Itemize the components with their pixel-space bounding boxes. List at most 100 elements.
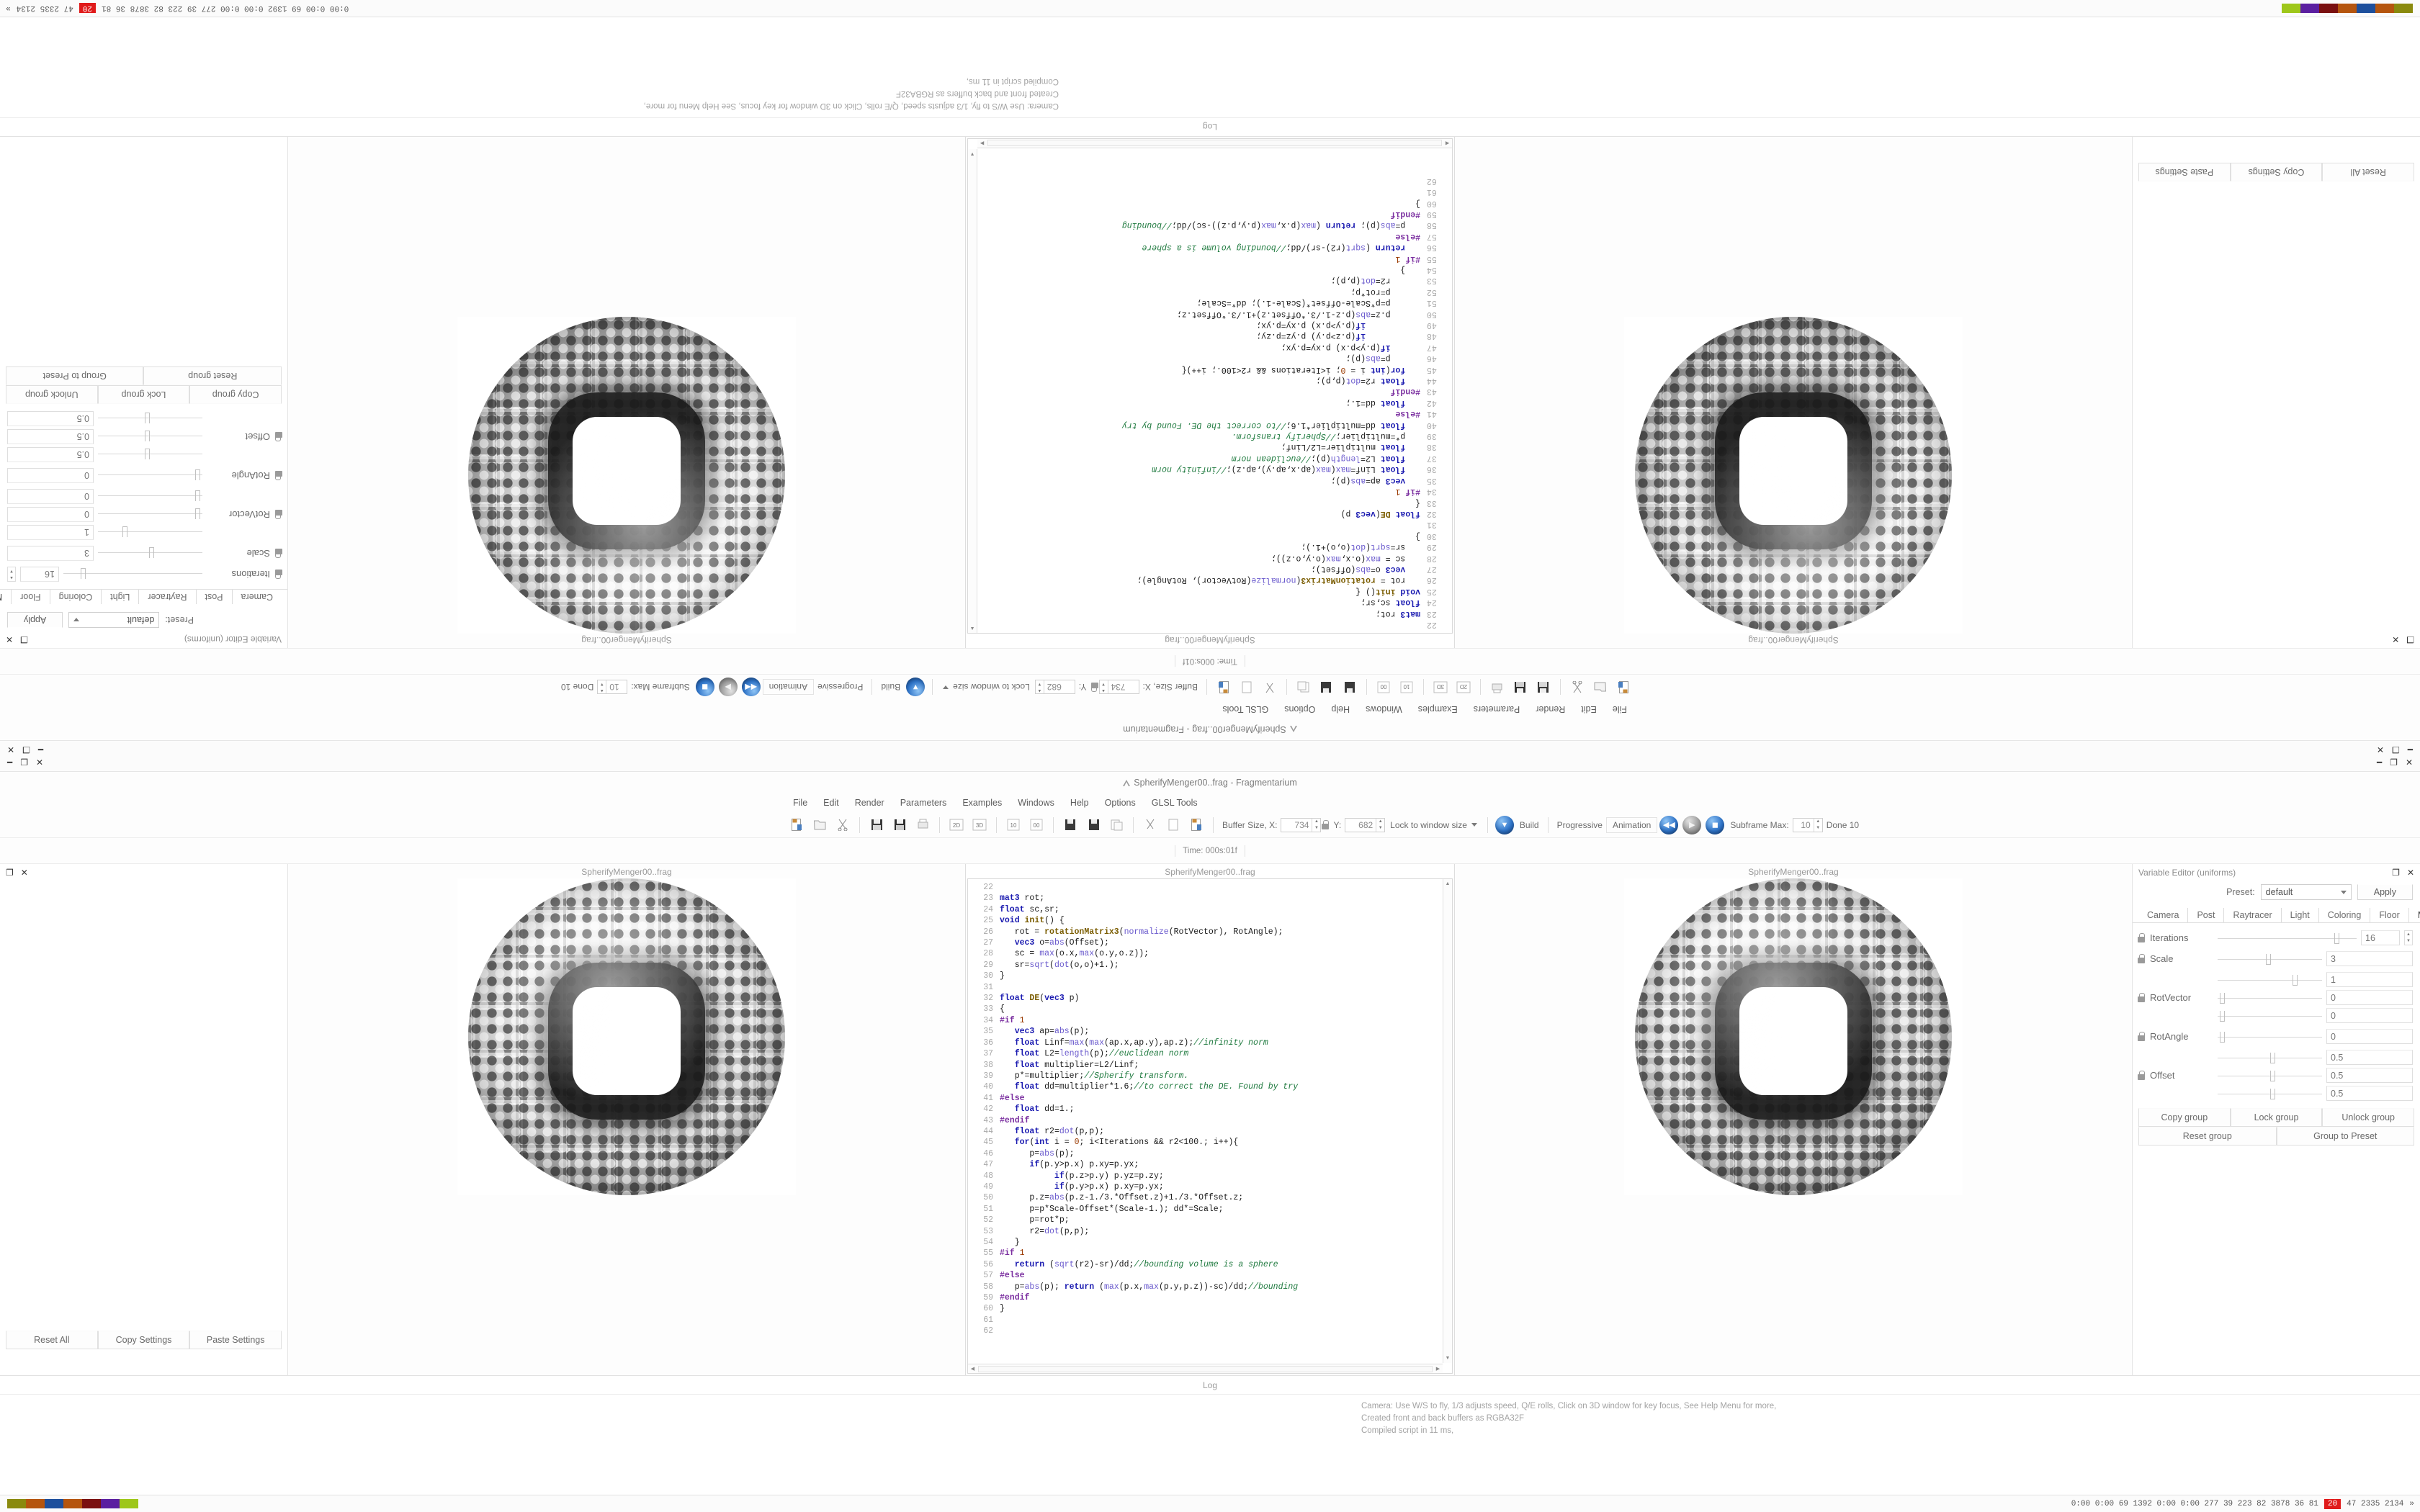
editor-tab-label[interactable]: SpherifyMenger00..frag — [1165, 867, 1255, 877]
uniform-slider[interactable] — [2218, 1009, 2322, 1022]
tab-camera[interactable]: Camera — [2138, 908, 2189, 922]
menu-item-glsl-tools[interactable]: GLSL Tools — [1151, 798, 1198, 808]
menu-item-options[interactable]: Options — [1104, 798, 1136, 808]
slider-knob[interactable] — [2293, 974, 2298, 986]
preset-select[interactable]: default — [2260, 884, 2352, 900]
menu-item-render[interactable]: Render — [854, 798, 884, 808]
render-tab-label-left[interactable]: SpherifyMenger00..frag — [1748, 635, 1839, 645]
paste-icon[interactable] — [1259, 678, 1281, 698]
scroll-right-icon[interactable]: ▶ — [1435, 1367, 1440, 1372]
uniform-value-input[interactable]: 1 — [7, 525, 94, 540]
stop-icon[interactable]: ◼ — [695, 678, 714, 697]
tab-post[interactable]: Post — [2188, 908, 2225, 922]
lock-to-window-size-select[interactable]: Lock to window size — [938, 680, 1035, 695]
editor-vertical-scrollbar[interactable]: ▲ ▼ — [968, 149, 977, 633]
slider-knob[interactable] — [2219, 992, 2225, 1004]
scroll-thumb[interactable] — [978, 1365, 1433, 1372]
build-button[interactable]: ▼ — [1494, 815, 1514, 834]
buffer-x-input[interactable]: 734 ▲ ▼ — [1281, 817, 1322, 832]
slider-knob[interactable] — [145, 413, 151, 424]
minimize-icon[interactable]: ━ — [37, 744, 44, 755]
editor-horizontal-scrollbar[interactable]: ◀ ▶ — [968, 1364, 1443, 1373]
rewind-icon[interactable]: ◀◀ — [1659, 815, 1679, 834]
play-icon[interactable]: ▶ — [1682, 815, 1702, 834]
uniform-value-input[interactable]: 0 — [2326, 1029, 2413, 1044]
slider-knob[interactable] — [195, 469, 201, 481]
menu-item-parameters[interactable]: Parameters — [1473, 704, 1520, 714]
expand-icon[interactable]: » — [6, 4, 11, 13]
subframe-steppers[interactable]: ▲ ▼ — [598, 680, 607, 694]
window-controls-top[interactable]: ━ ❐ ✕ — [2377, 757, 2413, 768]
tab-floor[interactable]: Floor — [11, 590, 50, 604]
code-text[interactable]: mat3 rot; float sc,sr; void init() { rot… — [1121, 198, 1420, 618]
slider-knob[interactable] — [2269, 1070, 2275, 1081]
lock-icon[interactable] — [274, 471, 283, 481]
uniform-slider[interactable] — [98, 431, 202, 444]
print-icon[interactable] — [912, 815, 933, 835]
tab-menger[interactable]: Menger — [0, 590, 11, 604]
uniform-value-input[interactable]: 3 — [7, 546, 94, 561]
save-icon[interactable] — [1533, 678, 1554, 698]
uniform-slider[interactable] — [2218, 953, 2322, 966]
lock-icon[interactable] — [274, 510, 283, 520]
uniform-value-input[interactable]: 16 — [20, 567, 59, 582]
doc-tab-1[interactable]: SpherifyMenger00..frag - Fragmentarium — [1123, 778, 1297, 788]
uniform-value-input[interactable]: 0.5 — [7, 411, 94, 426]
copy-icon[interactable] — [1106, 815, 1127, 835]
uniform-slider[interactable] — [98, 413, 202, 426]
print-icon[interactable] — [1487, 678, 1508, 698]
scroll-right-icon[interactable]: ▶ — [980, 140, 985, 145]
uniform-slider[interactable] — [2218, 1087, 2322, 1100]
buffer-x-steppers[interactable]: ▲ ▼ — [1099, 680, 1108, 694]
render-view-right[interactable]: SpherifyMenger00..frag — [288, 137, 965, 648]
zoom-out-icon[interactable]: 00 — [1026, 815, 1047, 835]
expand-icon[interactable]: » — [2409, 1499, 2414, 1508]
minimize-icon-2[interactable]: ━ — [2407, 744, 2413, 755]
restore-icon-2[interactable]: ❐ — [2392, 744, 2400, 755]
buffer-y-input[interactable]: 682 ▲ ▼ — [1034, 680, 1075, 695]
progressive-button[interactable]: Progressive — [1556, 819, 1603, 830]
redo-icon[interactable] — [1083, 815, 1104, 835]
unlock-group-button[interactable]: Unlock group — [5, 385, 98, 404]
uniform-slider[interactable] — [2218, 1030, 2322, 1043]
uniform-stepper[interactable]: ▲ ▼ — [7, 567, 16, 582]
float-icon[interactable]: ❐ — [6, 868, 14, 878]
lock-group-button[interactable]: Lock group — [97, 385, 190, 404]
menu-item-help[interactable]: Help — [1331, 704, 1350, 714]
copy-settings-button[interactable]: Copy Settings — [2230, 163, 2323, 181]
apply-button[interactable]: Apply — [6, 612, 63, 628]
uniform-slider[interactable] — [2218, 932, 2357, 945]
close-icon[interactable]: ✕ — [2405, 757, 2413, 768]
menu-item-edit[interactable]: Edit — [1581, 704, 1597, 714]
uniform-stepper[interactable]: ▲ ▼ — [2404, 930, 2413, 945]
uniform-slider[interactable] — [2218, 1069, 2322, 1082]
uniform-slider[interactable] — [98, 490, 202, 503]
lock-icon[interactable] — [1321, 819, 1330, 830]
paste-settings-button[interactable]: Paste Settings — [2138, 163, 2231, 181]
uniform-value-input[interactable]: 0 — [2326, 1008, 2413, 1023]
lock-icon[interactable] — [2137, 953, 2146, 964]
tab-floor[interactable]: Floor — [2370, 908, 2409, 922]
close-icon-left[interactable]: ✕ — [2392, 634, 2400, 644]
tab-coloring[interactable]: Coloring — [2319, 908, 2371, 922]
scroll-down-icon[interactable]: ▼ — [969, 151, 975, 156]
render-canvas-left[interactable] — [457, 878, 796, 1195]
unlock-group-button[interactable]: Unlock group — [2322, 1108, 2415, 1127]
menu-item-windows[interactable]: Windows — [1366, 704, 1402, 714]
reset-all-button[interactable]: Reset All — [2322, 163, 2414, 181]
render-3d-icon[interactable]: 3D — [969, 815, 990, 835]
uniform-value-input[interactable]: 0 — [7, 468, 94, 483]
slider-knob[interactable] — [122, 526, 127, 538]
zoom-out-icon[interactable]: 00 — [1373, 678, 1394, 698]
file-props-icon[interactable] — [1213, 678, 1234, 698]
code-editor[interactable]: 22 23 24 25 26 27 28 29 30 31 32 33 34 35 36 37 38 39 40 41… — [967, 878, 1453, 1374]
progressive-button[interactable]: Progressive — [817, 682, 864, 693]
tab-light[interactable]: Light — [2282, 908, 2319, 922]
group-to-preset-button[interactable]: Group to Preset — [2276, 1127, 2414, 1146]
paste-settings-button[interactable]: Paste Settings — [189, 1331, 282, 1349]
page-icon[interactable] — [1162, 815, 1184, 835]
lock-icon[interactable] — [274, 432, 283, 442]
copy-settings-button[interactable]: Copy Settings — [97, 1331, 190, 1349]
render-tab-label-right[interactable]: SpherifyMenger00..frag — [1748, 867, 1839, 877]
scroll-down-icon[interactable]: ▼ — [1445, 1356, 1451, 1361]
